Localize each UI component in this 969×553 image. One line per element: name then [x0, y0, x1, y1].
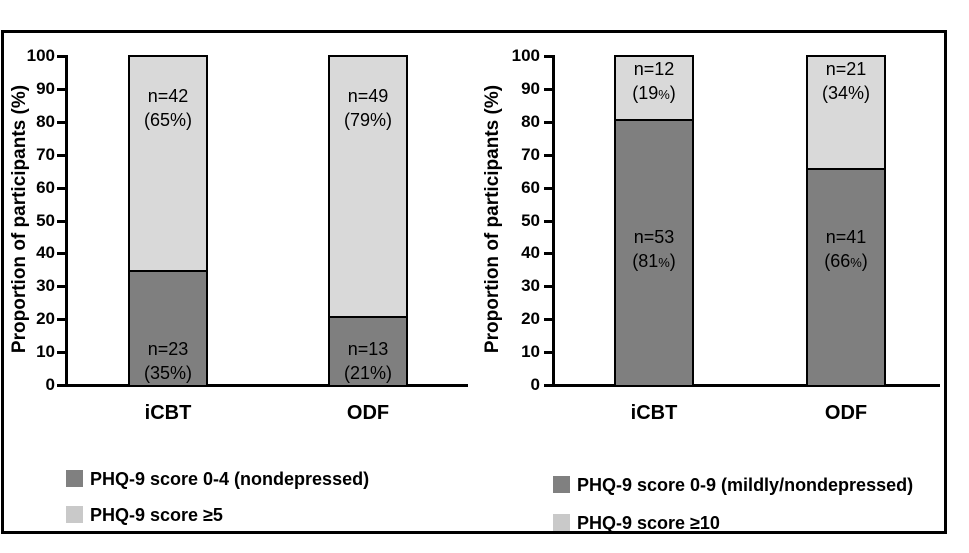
y-tick [57, 285, 65, 289]
y-tick-label: 0 [530, 375, 540, 394]
legend-swatch-0 [553, 476, 570, 493]
figure-border-frame [1, 30, 947, 534]
x-category-label-icbt: iCBT [144, 402, 192, 424]
y-tick [544, 252, 552, 256]
legend-label-1: PHQ-9 score ≥10 [577, 513, 720, 533]
y-axis-line [65, 55, 68, 387]
y-tick [544, 219, 552, 223]
legend-label-0: PHQ-9 score 0-4 (nondepressed) [90, 469, 370, 489]
y-tick [57, 219, 65, 223]
y-tick-label: 20 [521, 309, 540, 329]
y-tick [57, 351, 65, 355]
y-tick [57, 252, 65, 256]
y-tick-label: 90 [521, 78, 540, 98]
bar-odf [328, 55, 408, 387]
bar-label-odf-s1: n=21 (34%) [821, 59, 870, 104]
y-tick [57, 153, 65, 157]
y-tick-label: 10 [521, 342, 540, 362]
y-tick-label: 50 [521, 210, 540, 230]
bar-odf [806, 55, 886, 387]
y-tick-label: 80 [36, 111, 55, 131]
legend-swatch-1 [553, 514, 570, 531]
legend-label-1: PHQ-9 score ≥5 [90, 505, 223, 525]
bar-icbt-bottom-segment [130, 269, 206, 385]
y-tick-label: 20 [36, 309, 55, 329]
y-tick-label: 100 [511, 46, 540, 65]
bar-label-odf-s1: n=49 (79%) [343, 85, 392, 130]
y-tick [57, 318, 65, 322]
y-tick [57, 186, 65, 190]
x-axis-line [552, 384, 940, 387]
y-tick-label: 100 [26, 46, 55, 65]
bar-odf-bottom-segment [330, 315, 406, 385]
bar-label-icbt-s0: n=53 (81%) [632, 227, 676, 272]
y-tick [544, 351, 552, 355]
x-category-label-odf: ODF [346, 402, 390, 424]
bar-odf-bottom-segment [808, 167, 884, 385]
y-tick-label: 70 [36, 144, 55, 164]
y-tick-label: 90 [36, 78, 55, 98]
y-tick-label: 80 [521, 111, 540, 131]
x-axis-line [65, 384, 468, 387]
legend-swatch-0 [66, 470, 83, 487]
y-tick [57, 120, 65, 124]
y-tick-label: 60 [521, 177, 540, 197]
bar-label-icbt-s0: n=23 (35%) [143, 338, 192, 383]
y-tick-label: 30 [521, 276, 540, 296]
x-category-label-icbt: iCBT [630, 402, 678, 424]
y-tick [544, 186, 552, 190]
bar-label-odf-s0: n=41 (66%) [824, 227, 868, 272]
y-tick-label: 0 [45, 375, 55, 394]
y-tick-label: 10 [36, 342, 55, 362]
bar-icbt-bottom-segment [616, 118, 692, 385]
y-tick [544, 318, 552, 322]
y-tick [544, 285, 552, 289]
bar-icbt [128, 55, 208, 387]
y-tick-label: 40 [36, 243, 55, 263]
y-tick [57, 384, 65, 387]
y-tick-label: 70 [521, 144, 540, 164]
bar-label-icbt-s1: n=12 (19%) [632, 59, 676, 104]
y-tick-label: 30 [36, 276, 55, 296]
x-category-label-odf: ODF [824, 402, 868, 424]
bar-icbt [614, 55, 694, 387]
y-tick [544, 384, 552, 387]
legend-label-0: PHQ-9 score 0-9 (mildly/nondepressed) [577, 475, 914, 495]
legend-swatch-1 [66, 506, 83, 523]
y-tick-label: 60 [36, 177, 55, 197]
bar-label-icbt-s1: n=42 (65%) [143, 85, 192, 130]
y-tick [544, 120, 552, 124]
y-tick [544, 55, 552, 58]
y-tick [57, 55, 65, 58]
y-tick [544, 87, 552, 91]
y-tick [57, 87, 65, 91]
y-tick [544, 153, 552, 157]
y-tick-label: 40 [521, 243, 540, 263]
y-axis-line [552, 55, 555, 387]
y-tick-label: 50 [36, 210, 55, 230]
bar-label-odf-s0: n=13 (21%) [343, 338, 392, 383]
